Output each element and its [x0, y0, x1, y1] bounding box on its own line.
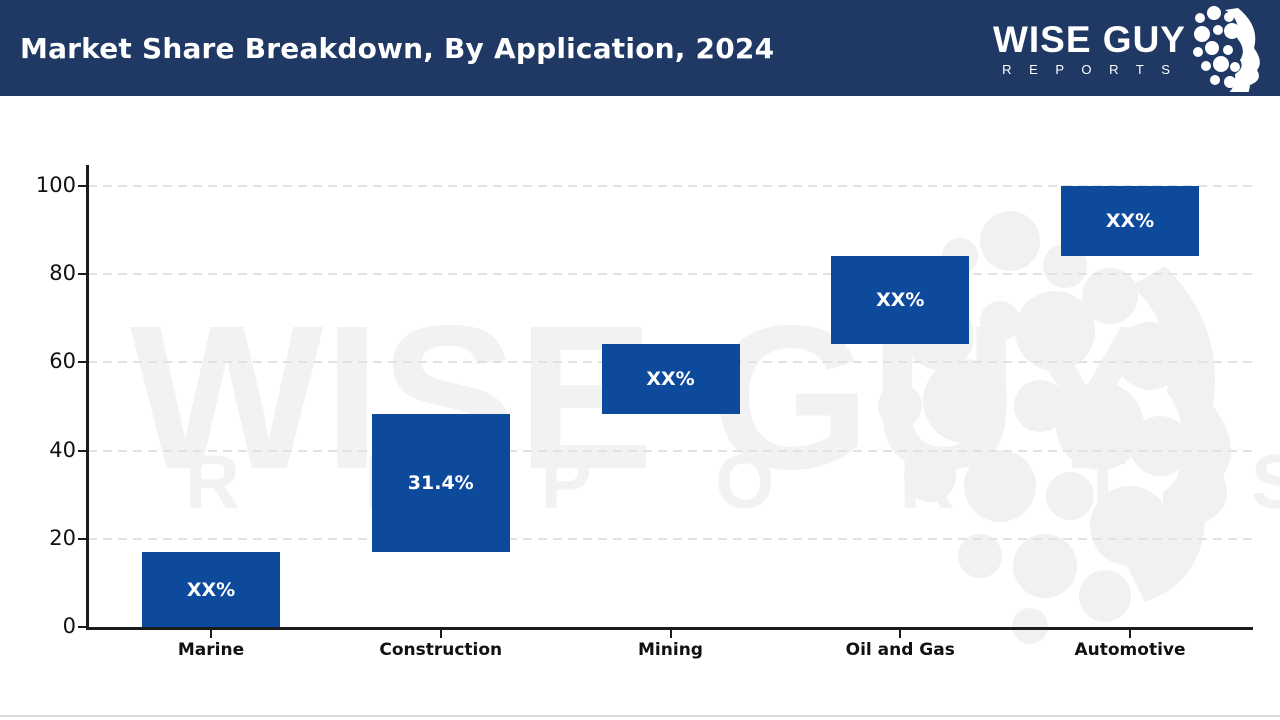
x-axis-tick: [899, 629, 902, 638]
brand-logo-text: WISE GUY R E P O R T S: [993, 21, 1186, 76]
y-axis-tick-label: 20: [49, 525, 76, 550]
gridline: [88, 449, 1253, 452]
y-axis-tick: [78, 537, 87, 540]
x-axis-tick: [210, 629, 212, 638]
y-axis-tick: [78, 449, 87, 452]
bar-value-label: 31.4%: [407, 471, 474, 494]
brand-subtitle: R E P O R T S: [1002, 61, 1177, 77]
y-axis-tick-label: 40: [49, 437, 76, 462]
y-axis-tick-label: 80: [49, 261, 76, 286]
bar-construction: 31.4%: [371, 413, 510, 553]
x-axis-tick: [669, 629, 672, 638]
x-axis-tick: [439, 629, 442, 638]
gridline: [88, 273, 1253, 276]
y-axis-tick: [78, 185, 87, 187]
y-axis-line: [86, 165, 89, 629]
bar-value-label: XX%: [1105, 210, 1155, 233]
x-axis-category-label: Construction: [379, 640, 503, 660]
x-axis-category-label: Mining: [638, 640, 703, 660]
bar-value-label: XX%: [646, 367, 695, 390]
bar-value-label: XX%: [876, 289, 925, 312]
x-axis-line: [86, 627, 1253, 630]
bar-mining: XX%: [601, 344, 740, 414]
header-bar: Market Share Breakdown, By Application, …: [0, 0, 1280, 96]
y-axis-tick: [78, 273, 87, 276]
y-axis-tick: [78, 626, 87, 628]
y-axis-tick-label: 100: [35, 173, 76, 197]
y-axis-tick: [78, 361, 87, 364]
bar-value-label: XX%: [186, 578, 236, 601]
y-axis-tick-label: 0: [62, 614, 76, 638]
x-axis-category-label: Marine: [177, 640, 245, 660]
x-axis-category-label: Automotive: [1074, 640, 1186, 660]
gridline: [88, 185, 1253, 187]
gridline: [88, 537, 1253, 540]
bar-automotive: XX%: [1061, 186, 1199, 257]
bar-marine: XX%: [142, 552, 280, 627]
bar-oil-and-gas: XX%: [831, 256, 970, 345]
brand-head-icon: [1193, 6, 1260, 92]
brand-logo: WISE GUY R E P O R T S: [993, 4, 1266, 92]
chart-title: Market Share Breakdown, By Application, …: [20, 31, 775, 65]
y-axis-tick-label: 60: [49, 349, 76, 374]
brand-name: WISE GUY: [992, 18, 1186, 60]
x-axis-category-label: Oil and Gas: [845, 640, 955, 660]
x-axis-tick: [1129, 629, 1131, 638]
footer-divider: [0, 715, 1280, 717]
